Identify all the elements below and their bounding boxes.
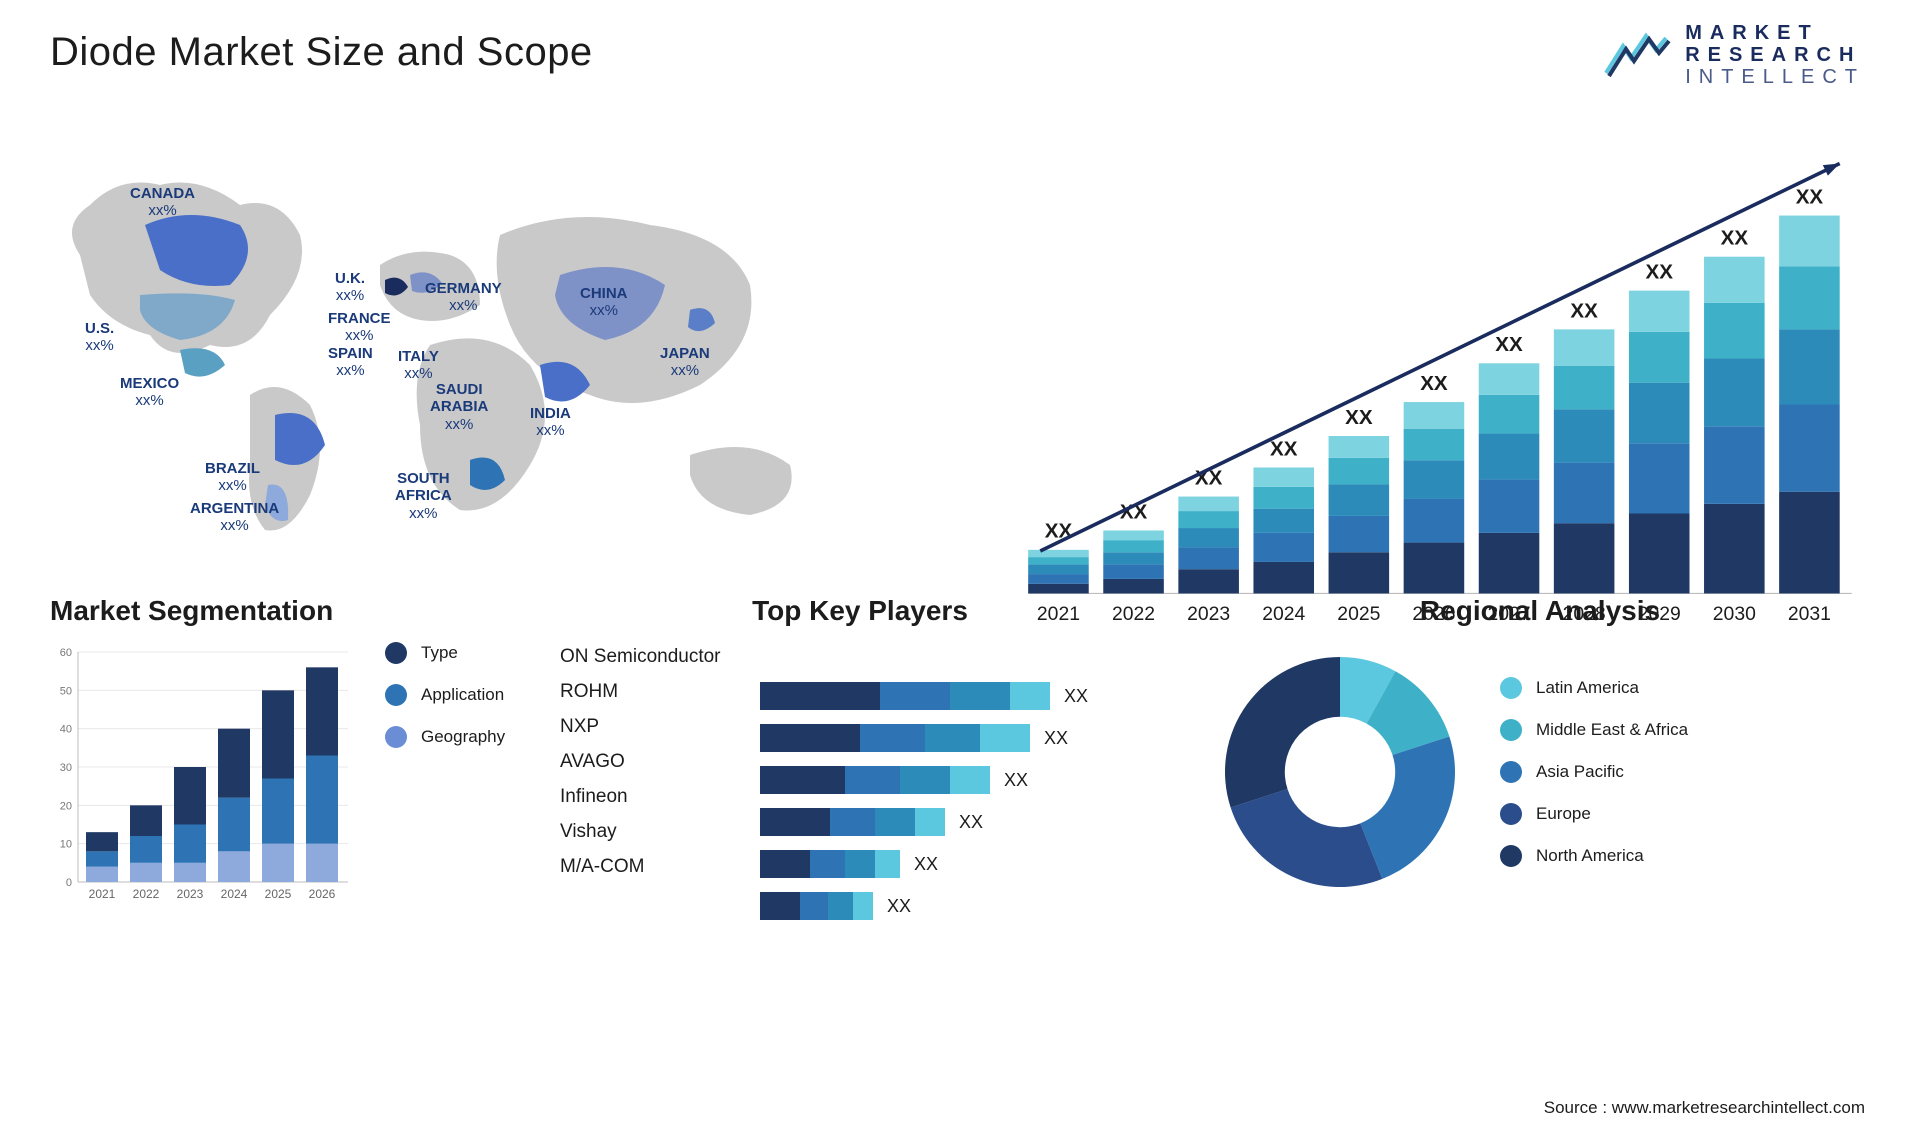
map-label: CANADAxx% [130,185,195,220]
page-title: Diode Market Size and Scope [50,30,1870,75]
svg-text:2031: 2031 [1788,603,1831,625]
svg-text:20: 20 [60,800,72,812]
svg-text:0: 0 [66,877,72,889]
map-label: INDIAxx% [530,405,571,440]
kp-row-label: Infineon [560,786,740,808]
svg-text:10: 10 [60,839,72,851]
segmentation-panel: Market Segmentation 0 10 20 30 40 50 60 2021 202… [50,585,510,920]
logo-text: MARKET RESEARCH INTELLECT [1685,22,1865,88]
map-label: SPAINxx% [328,345,373,380]
infographic-root: Diode Market Size and Scope MARKET RESEA… [0,0,1920,1146]
svg-text:2026: 2026 [1412,603,1455,625]
kp-bar-row: XX [760,682,1160,710]
map-label: U.K.xx% [335,270,365,305]
world-map-chart: CANADAxx% U.S.xx%MEXICOxx% BRAZILxx% ARGENT… [50,115,970,545]
forecast-bar-chart: XX2021XX2022XX2023XX2024XX2025XX2026XX20… [1010,115,1870,545]
map-label: SOUTHAFRICAxx% [395,470,452,522]
kp-bar-row: XX [760,850,1160,878]
map-label: FRANCExx% [328,310,391,345]
svg-text:2023: 2023 [1187,603,1230,625]
source-label: Source : www.marketresearchintellect.com [1544,1098,1865,1118]
map-label: SAUDIARABIAxx% [430,381,488,433]
map-label: ITALYxx% [398,348,439,383]
kp-row-label: M/A-COM [560,856,740,878]
legend-item: Application [385,684,505,706]
kp-bar-row: XX [760,724,1160,752]
regional-legend: Latin America Middle East & Africa Asia Pa… [1500,677,1688,867]
segmentation-legend: Type Application Geography [385,642,505,912]
svg-text:2024: 2024 [221,887,248,901]
kp-bar-row: XX [760,766,1160,794]
kp-row-label: NXP [560,716,740,738]
svg-text:2030: 2030 [1713,603,1756,625]
brand-logo: MARKET RESEARCH INTELLECT [1601,22,1865,88]
regional-donut-chart [1210,642,1470,902]
svg-text:30: 30 [60,762,72,774]
svg-text:XX: XX [1270,437,1298,460]
legend-item: North America [1500,845,1688,867]
svg-text:2021: 2021 [89,887,116,901]
svg-text:2025: 2025 [1337,603,1380,625]
segmentation-chart: 0 10 20 30 40 50 60 2021 2022 2023 2024 2025 2026 [50,642,360,912]
svg-text:XX: XX [1345,406,1373,429]
svg-text:40: 40 [60,724,72,736]
kp-row-label: AVAGO [560,751,740,773]
legend-item: Middle East & Africa [1500,719,1688,741]
svg-text:2021: 2021 [1037,603,1080,625]
kp-bar-row: XX [760,892,1160,920]
svg-text:2027: 2027 [1487,603,1530,625]
logo-icon [1601,28,1671,83]
kp-row-label: Vishay [560,821,740,843]
svg-text:XX: XX [1796,185,1824,208]
svg-text:2026: 2026 [309,887,336,901]
kp-bar-row: XX [760,808,1160,836]
svg-text:50: 50 [60,685,72,697]
legend-item: Europe [1500,803,1688,825]
svg-text:2022: 2022 [1112,603,1155,625]
svg-text:XX: XX [1570,299,1598,322]
svg-text:XX: XX [1420,372,1448,395]
segmentation-title: Market Segmentation [50,595,510,627]
map-label: JAPANxx% [660,345,710,380]
svg-text:2028: 2028 [1563,603,1606,625]
key-players-labels: ON Semiconductor ROHM NXP AVAGO Infineon Vish… [560,642,740,920]
legend-item: Type [385,642,505,664]
key-players-bars: XX XX XX XX XX XX [760,642,1160,920]
legend-item: Asia Pacific [1500,761,1688,783]
svg-text:XX: XX [1721,227,1749,250]
map-label: ARGENTINAxx% [190,500,279,535]
map-label: CHINAxx% [580,285,628,320]
legend-item: Latin America [1500,677,1688,699]
map-label: GERMANYxx% [425,280,502,315]
svg-text:2022: 2022 [133,887,160,901]
map-label: U.S.xx% [85,320,114,355]
svg-text:XX: XX [1495,333,1523,356]
map-label: MEXICOxx% [120,375,179,410]
top-row: CANADAxx% U.S.xx%MEXICOxx% BRAZILxx% ARGENT… [50,115,1870,545]
map-label: BRAZILxx% [205,460,260,495]
kp-row-label: ROHM [560,681,740,703]
svg-text:2025: 2025 [265,887,292,901]
kp-row-label: ON Semiconductor [560,646,740,668]
svg-text:60: 60 [60,647,72,659]
svg-text:2024: 2024 [1262,603,1305,625]
svg-text:2029: 2029 [1638,603,1681,625]
svg-text:XX: XX [1646,261,1674,284]
svg-text:2023: 2023 [177,887,204,901]
legend-item: Geography [385,726,505,748]
